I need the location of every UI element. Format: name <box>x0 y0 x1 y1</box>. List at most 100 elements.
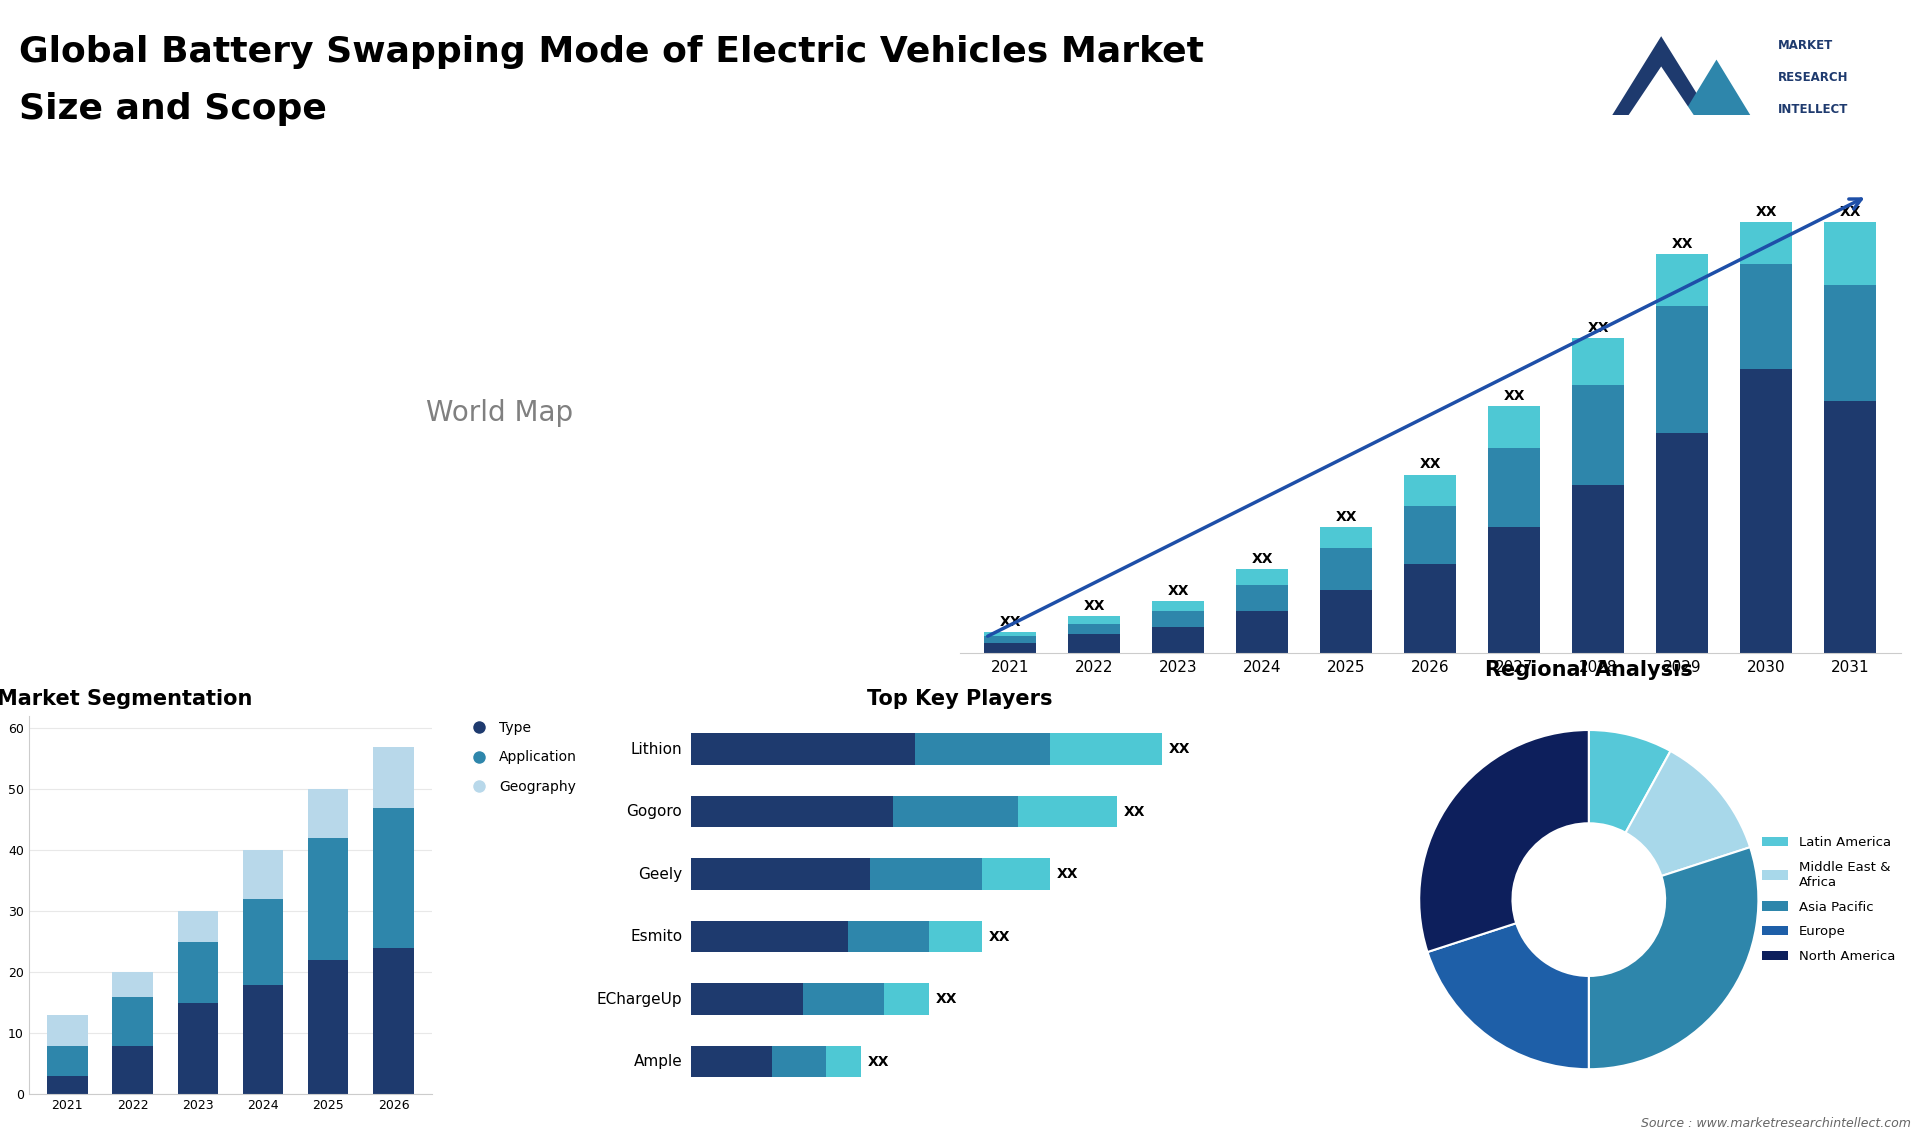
Bar <box>1488 448 1540 527</box>
Legend: Type, Application, Geography: Type, Application, Geography <box>459 715 584 799</box>
Bar <box>691 921 849 952</box>
Text: XX: XX <box>1083 599 1106 613</box>
Text: XX: XX <box>989 929 1010 943</box>
Bar <box>113 1045 154 1094</box>
Bar <box>929 921 983 952</box>
Text: Geely: Geely <box>637 866 682 881</box>
Bar <box>1657 254 1709 306</box>
Text: XX: XX <box>1755 205 1778 219</box>
Text: XX: XX <box>1672 237 1693 251</box>
Bar <box>177 911 219 942</box>
Text: XX: XX <box>1336 510 1357 524</box>
Bar <box>177 1003 219 1094</box>
Bar <box>691 858 870 889</box>
Wedge shape <box>1626 751 1751 876</box>
Bar <box>1068 617 1121 623</box>
Bar <box>1404 564 1457 653</box>
Wedge shape <box>1588 847 1759 1069</box>
Bar <box>1824 401 1876 653</box>
Bar <box>1824 285 1876 401</box>
Bar <box>307 790 348 838</box>
Text: XX: XX <box>1419 457 1442 471</box>
Bar <box>48 1045 88 1076</box>
Bar <box>48 1015 88 1045</box>
Text: Global Battery Swapping Mode of Electric Vehicles Market: Global Battery Swapping Mode of Electric… <box>19 34 1204 69</box>
Bar <box>1050 733 1162 764</box>
Bar <box>242 900 284 984</box>
Bar <box>985 633 1037 636</box>
Bar <box>242 850 284 900</box>
Title: Regional Analysis: Regional Analysis <box>1484 660 1693 681</box>
Text: World Map: World Map <box>426 399 572 426</box>
Bar <box>985 636 1037 643</box>
Legend: Latin America, Middle East &
Africa, Asia Pacific, Europe, North America: Latin America, Middle East & Africa, Asi… <box>1757 831 1901 968</box>
Bar <box>1572 485 1624 653</box>
Bar <box>1236 611 1288 653</box>
Text: RESEARCH: RESEARCH <box>1778 71 1849 84</box>
Text: MARKET: MARKET <box>1778 39 1834 53</box>
Text: XX: XX <box>1588 321 1609 335</box>
Bar <box>1321 548 1373 590</box>
Text: XX: XX <box>1167 583 1188 597</box>
Bar <box>1657 306 1709 432</box>
Bar <box>1740 265 1793 369</box>
Text: XX: XX <box>1503 390 1524 403</box>
Text: XX: XX <box>1252 552 1273 566</box>
Bar <box>307 960 348 1094</box>
Text: XX: XX <box>868 1054 889 1068</box>
Bar <box>985 643 1037 653</box>
Text: Market Segmentation: Market Segmentation <box>0 689 252 709</box>
Polygon shape <box>1615 66 1707 135</box>
Bar <box>1824 222 1876 285</box>
Bar <box>1152 627 1204 653</box>
Polygon shape <box>1599 37 1722 135</box>
Bar <box>1740 369 1793 653</box>
Text: XX: XX <box>1123 804 1144 818</box>
Bar <box>177 942 219 1003</box>
Title: Top Key Players: Top Key Players <box>868 689 1052 709</box>
Text: Esmito: Esmito <box>630 929 682 944</box>
Wedge shape <box>1588 730 1670 833</box>
Text: Source : www.marketresearchintellect.com: Source : www.marketresearchintellect.com <box>1640 1116 1910 1130</box>
Bar <box>372 808 413 948</box>
Bar <box>242 984 284 1094</box>
Bar <box>691 1046 772 1077</box>
Bar <box>893 796 1018 827</box>
Text: XX: XX <box>1000 615 1021 629</box>
Bar <box>883 983 929 1014</box>
Text: EChargeUp: EChargeUp <box>597 991 682 1006</box>
Polygon shape <box>1670 60 1763 135</box>
Text: XX: XX <box>1167 743 1190 756</box>
Bar <box>1236 584 1288 611</box>
Bar <box>1404 507 1457 564</box>
Bar <box>849 921 929 952</box>
Text: Gogoro: Gogoro <box>626 804 682 819</box>
Bar <box>1152 611 1204 627</box>
Text: Size and Scope: Size and Scope <box>19 92 326 126</box>
Bar <box>113 973 154 997</box>
Bar <box>1018 796 1117 827</box>
Bar <box>1488 527 1540 653</box>
Bar <box>1068 623 1121 634</box>
Bar <box>307 838 348 960</box>
Wedge shape <box>1427 924 1588 1069</box>
Bar <box>1740 222 1793 265</box>
Bar <box>372 948 413 1094</box>
Text: XX: XX <box>1839 205 1860 219</box>
Bar <box>113 997 154 1045</box>
Bar <box>1321 590 1373 653</box>
Bar <box>1657 432 1709 653</box>
Bar <box>870 858 983 889</box>
Bar <box>1404 474 1457 507</box>
Text: Ample: Ample <box>634 1054 682 1069</box>
Text: INTELLECT: INTELLECT <box>1778 103 1849 116</box>
Bar <box>803 983 883 1014</box>
Bar <box>1236 570 1288 584</box>
Bar <box>916 733 1050 764</box>
Bar <box>1152 601 1204 611</box>
Bar <box>691 983 803 1014</box>
Bar <box>1321 527 1373 548</box>
Bar <box>691 796 893 827</box>
Bar <box>372 747 413 808</box>
Bar <box>1488 406 1540 448</box>
